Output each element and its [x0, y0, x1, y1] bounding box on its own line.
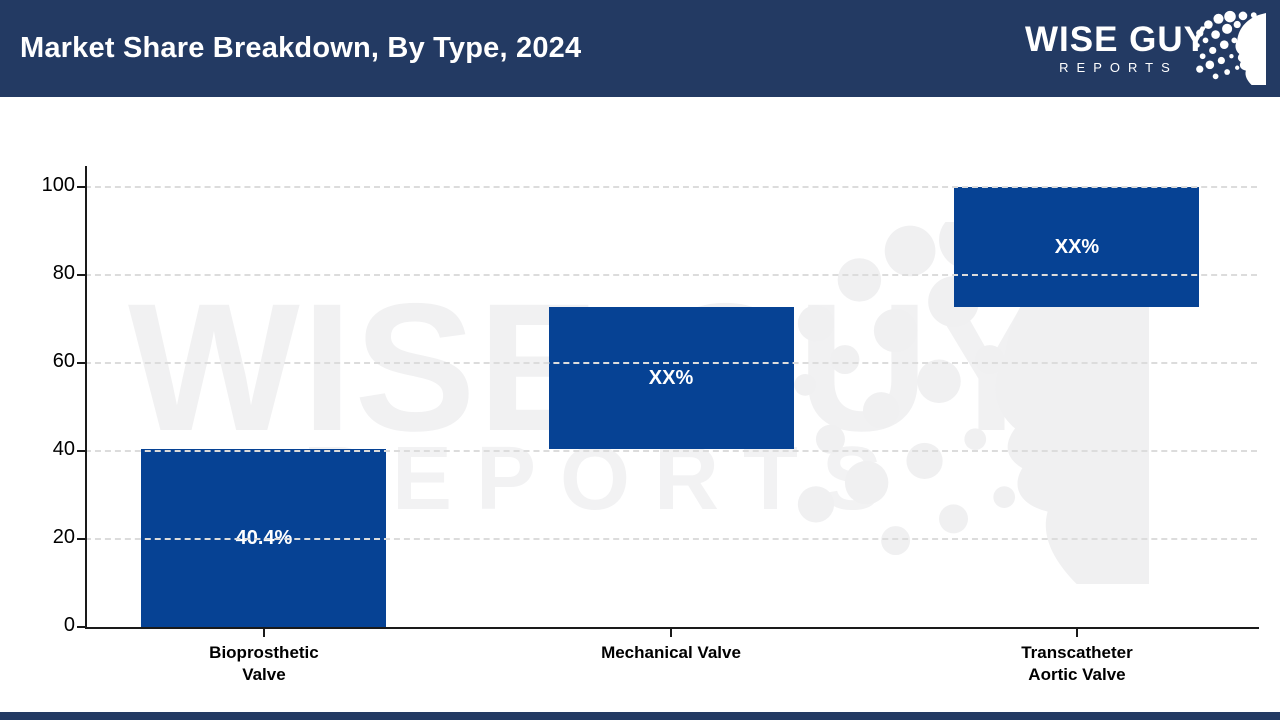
y-tick	[77, 626, 85, 628]
bar-segment: XX%	[954, 187, 1200, 308]
logo-text: WISE GUY REPORTS	[1025, 22, 1208, 75]
category-label-line: Transcatheter	[1021, 643, 1133, 662]
gridline	[85, 450, 1257, 452]
bar-value-label: XX%	[1054, 235, 1100, 258]
wiseguy-logo: WISE GUY REPORTS	[1025, 7, 1280, 91]
y-tick-label: 100	[41, 174, 75, 196]
gridline	[85, 362, 1257, 364]
logo-subtext: REPORTS	[1059, 60, 1178, 75]
category-label: Transcatheter Aortic Valve	[1021, 642, 1133, 686]
x-axis-line	[85, 627, 1259, 629]
y-tick	[77, 274, 85, 276]
gridline	[85, 538, 1257, 540]
chart-title: Market Share Breakdown, By Type, 2024	[20, 32, 582, 64]
category-label-line: Aortic Valve	[1028, 665, 1126, 685]
bar-value-label: 40.4%	[235, 526, 293, 549]
footer-bar	[0, 712, 1280, 720]
y-tick	[77, 362, 85, 364]
category-label-line: Bioprosthetic	[209, 643, 319, 662]
header-bar: Market Share Breakdown, By Type, 2024 WI…	[0, 0, 1280, 97]
category-label: Mechanical Valve	[601, 642, 741, 664]
y-tick-label: 20	[52, 526, 75, 548]
gridline	[85, 274, 1257, 276]
x-tick	[670, 629, 672, 637]
bar-segment: XX%	[548, 307, 794, 450]
category-label-line: Valve	[242, 665, 286, 685]
gridline	[85, 186, 1257, 188]
y-tick-label: 0	[63, 614, 75, 636]
y-tick-label: 60	[52, 350, 75, 372]
dotted-face-icon	[1195, 10, 1266, 85]
y-tick	[77, 186, 85, 188]
y-axis-line	[85, 166, 87, 629]
y-tick-label: 40	[52, 438, 75, 460]
category-label: Bioprosthetic Valve	[209, 642, 319, 686]
x-tick	[1075, 629, 1078, 637]
bar-value-label: XX%	[648, 366, 694, 389]
logo-wordmark: WISE GUY	[1024, 20, 1208, 59]
category-label-line: Mechanical Valve	[601, 643, 741, 662]
x-tick	[262, 629, 265, 637]
y-tick	[77, 450, 85, 452]
y-tick	[77, 538, 85, 540]
y-tick-label: 80	[52, 262, 75, 284]
